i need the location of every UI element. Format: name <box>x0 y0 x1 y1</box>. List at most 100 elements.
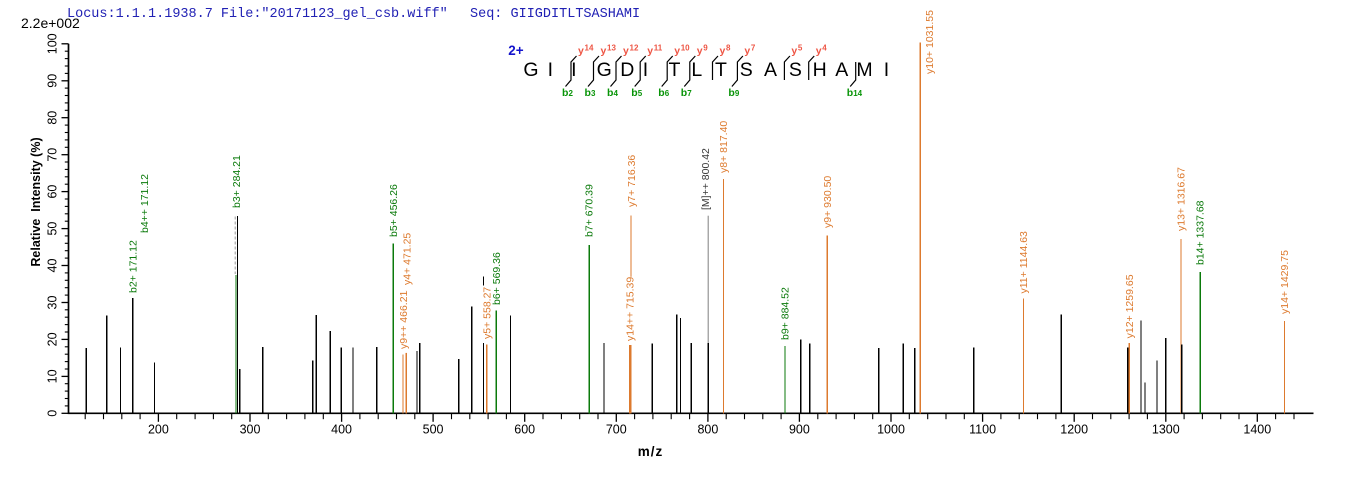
svg-text:y: y <box>744 45 750 57</box>
svg-text:11: 11 <box>654 44 663 53</box>
svg-text:b: b <box>658 87 664 99</box>
svg-text:b6+ 569.36: b6+ 569.36 <box>491 252 503 305</box>
svg-text:7: 7 <box>687 89 692 98</box>
svg-text:1200: 1200 <box>1060 423 1088 437</box>
svg-text:y: y <box>720 45 726 57</box>
svg-text:G: G <box>597 59 612 81</box>
svg-text:y: y <box>647 45 653 57</box>
svg-text:b: b <box>847 87 853 99</box>
svg-text:60: 60 <box>46 185 60 199</box>
svg-text:y11+ 1144.63: y11+ 1144.63 <box>1018 231 1030 294</box>
svg-text:4: 4 <box>614 89 619 98</box>
svg-text:b: b <box>607 87 613 99</box>
svg-text:H: H <box>813 59 827 81</box>
svg-text:M: M <box>856 59 872 81</box>
svg-text:S: S <box>789 59 802 81</box>
svg-text:3: 3 <box>591 89 596 98</box>
svg-text:b: b <box>562 87 568 99</box>
svg-text:2: 2 <box>569 89 574 98</box>
svg-text:13: 13 <box>607 44 616 53</box>
svg-text:[M]++ 800.42: [M]++ 800.42 <box>700 148 712 210</box>
svg-text:y: y <box>816 45 822 57</box>
svg-text:1400: 1400 <box>1243 423 1271 437</box>
svg-text:y10+ 1031.55: y10+ 1031.55 <box>924 10 936 74</box>
svg-text:y14++ 715.39: y14++ 715.39 <box>624 277 636 341</box>
svg-text:b: b <box>585 87 591 99</box>
svg-text:b: b <box>681 87 687 99</box>
svg-text:S: S <box>740 59 753 81</box>
svg-text:b14+ 1337.68: b14+ 1337.68 <box>1195 200 1207 265</box>
svg-text:b5+ 456.26: b5+ 456.26 <box>388 184 400 237</box>
svg-text:b2+ 171.12: b2+ 171.12 <box>127 240 139 293</box>
svg-text:70: 70 <box>46 148 60 162</box>
svg-text:10: 10 <box>46 369 60 383</box>
svg-text:2.2e+002: 2.2e+002 <box>21 15 80 31</box>
svg-text:50: 50 <box>46 222 60 236</box>
svg-text:1000: 1000 <box>877 423 905 437</box>
svg-text:I: I <box>643 59 648 81</box>
svg-text:4: 4 <box>822 44 827 53</box>
svg-text:300: 300 <box>240 423 261 437</box>
svg-text:9: 9 <box>703 44 708 53</box>
svg-text:7: 7 <box>751 44 756 53</box>
svg-text:6: 6 <box>665 89 670 98</box>
svg-text:900: 900 <box>789 423 810 437</box>
svg-text:y13+ 1316.67: y13+ 1316.67 <box>1176 167 1188 231</box>
svg-text:1100: 1100 <box>969 423 996 437</box>
svg-text:b4++ 171.12: b4++ 171.12 <box>139 174 151 233</box>
svg-text:y: y <box>791 45 797 57</box>
svg-text:40: 40 <box>46 259 60 273</box>
svg-text:10: 10 <box>681 44 690 53</box>
svg-text:y14+ 1429.75: y14+ 1429.75 <box>1279 250 1291 314</box>
svg-text:12: 12 <box>630 44 639 53</box>
svg-text:y: y <box>578 45 584 57</box>
svg-text:400: 400 <box>331 423 352 437</box>
svg-text:y5+ 558.27: y5+ 558.27 <box>482 287 494 339</box>
svg-text:90: 90 <box>46 74 60 88</box>
svg-text:700: 700 <box>606 423 627 437</box>
svg-text:5: 5 <box>638 89 643 98</box>
svg-text:I: I <box>884 59 889 81</box>
svg-text:b: b <box>728 87 734 99</box>
svg-text:14: 14 <box>585 44 594 53</box>
svg-text:1300: 1300 <box>1152 423 1180 437</box>
svg-text:9: 9 <box>735 89 740 98</box>
svg-text:y4+ 471.25: y4+ 471.25 <box>402 233 414 285</box>
svg-text:b3+ 284.21: b3+ 284.21 <box>231 155 243 208</box>
svg-text:14: 14 <box>853 89 862 98</box>
svg-text:y: y <box>674 45 680 57</box>
svg-text:8: 8 <box>726 44 731 53</box>
svg-text:Seq: GIIGDITLTSASHAMI: Seq: GIIGDITLTSASHAMI <box>470 7 640 22</box>
svg-text:b: b <box>631 87 637 99</box>
svg-text:100: 100 <box>46 33 60 54</box>
svg-text:5: 5 <box>798 44 803 53</box>
svg-text:T: T <box>715 59 727 81</box>
svg-text:y12+ 1259.65: y12+ 1259.65 <box>1124 274 1136 338</box>
svg-text:2+: 2+ <box>508 43 524 58</box>
svg-text:y9++ 466.21: y9++ 466.21 <box>398 290 410 349</box>
svg-text:A: A <box>764 59 777 81</box>
svg-text:200: 200 <box>148 423 169 437</box>
svg-text:30: 30 <box>46 296 60 310</box>
svg-text:L: L <box>691 59 702 81</box>
svg-text:G: G <box>523 59 538 81</box>
svg-text:20: 20 <box>46 332 60 346</box>
svg-text:y9+ 930.50: y9+ 930.50 <box>822 176 834 228</box>
svg-text:y: y <box>697 45 703 57</box>
svg-text:I: I <box>548 59 553 81</box>
svg-text:Relative Intensity (%): Relative Intensity (%) <box>29 137 43 266</box>
svg-text:y8+ 817.40: y8+ 817.40 <box>718 121 730 173</box>
svg-text:b7+ 670.39: b7+ 670.39 <box>584 184 596 237</box>
svg-text:y: y <box>601 45 607 57</box>
svg-text:y7+ 716.36: y7+ 716.36 <box>626 155 638 207</box>
svg-text:T: T <box>669 59 681 81</box>
svg-text:D: D <box>620 59 634 81</box>
svg-text:800: 800 <box>697 423 718 437</box>
svg-text:80: 80 <box>46 111 60 125</box>
svg-text:m/z: m/z <box>638 444 664 459</box>
svg-text:500: 500 <box>423 423 444 437</box>
svg-text:y: y <box>623 45 629 57</box>
svg-text:I: I <box>571 59 576 81</box>
svg-text:A: A <box>835 59 848 81</box>
svg-text:b9+ 884.52: b9+ 884.52 <box>780 287 792 340</box>
